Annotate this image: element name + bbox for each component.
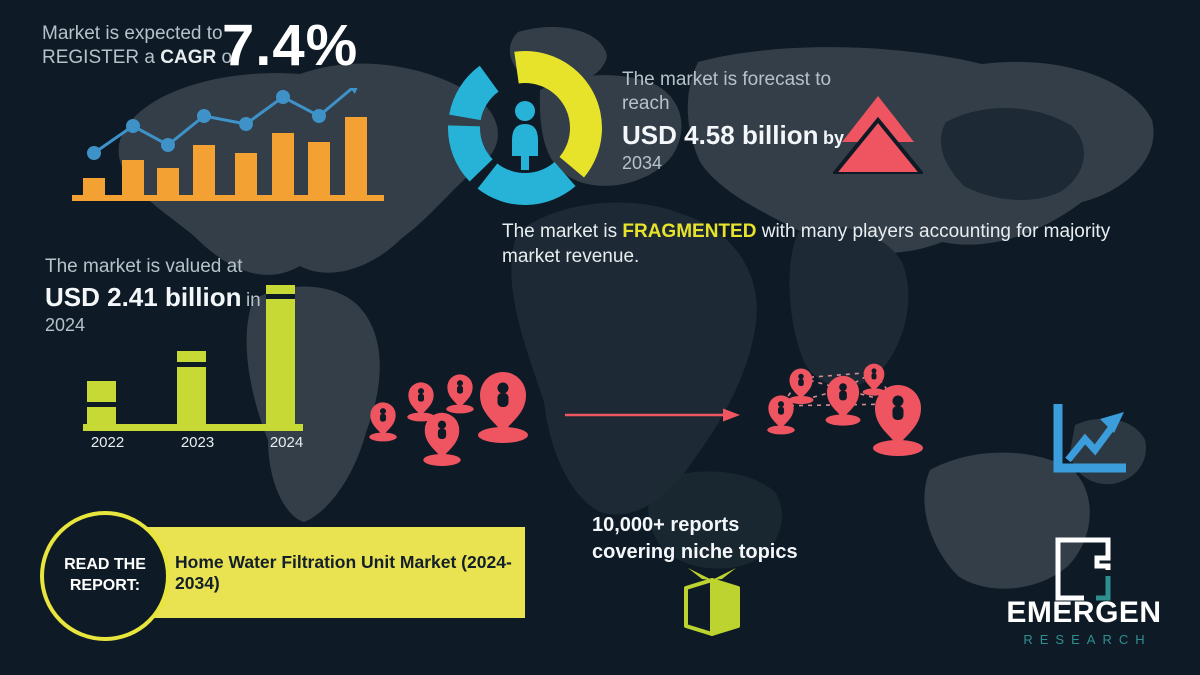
- fragmented-post: with many players accounting for majorit…: [502, 221, 1111, 267]
- read-report-button[interactable]: READ THE REPORT:: [40, 511, 170, 641]
- forecast-caption: The market is forecast to reach USD 4.58…: [622, 68, 844, 174]
- report-banner[interactable]: Home Water Filtration Unit Market (2024-…: [113, 527, 525, 618]
- book-icon: [684, 568, 740, 636]
- growth-up-arrow-icon: [833, 96, 923, 174]
- forecast-line1: The market is forecast to: [622, 69, 832, 90]
- market-share-donut-chart: [448, 51, 602, 205]
- svg-text:2023: 2023: [181, 434, 214, 450]
- report-title: Home Water Filtration Unit Market (2024-…: [175, 551, 512, 593]
- forecast-line2: reach: [622, 92, 670, 114]
- read-report-label: READ THE REPORT:: [64, 556, 146, 594]
- valued-value: USD 2.41 billion: [45, 281, 242, 312]
- cagr-bar-chart: [72, 88, 384, 201]
- reports-line1: 10,000+ reports: [592, 514, 740, 536]
- svg-text:2024: 2024: [270, 434, 303, 450]
- growth-chart-icon: [1053, 404, 1126, 473]
- cagr-caption-line1: Market is expected to: [42, 23, 223, 44]
- cagr-caption-cagr: CAGR: [160, 46, 217, 68]
- market-players-pins-illustration: [369, 363, 923, 466]
- fragmented-highlight: FRAGMENTED: [622, 221, 757, 242]
- valued-caption: The market is valued at USD 2.41 billion…: [45, 255, 261, 336]
- forecast-value: USD 4.58 billion: [622, 119, 819, 150]
- cagr-value: 7.4%: [222, 13, 359, 78]
- valued-in: in: [245, 289, 261, 311]
- reports-caption: 10,000+ reports covering niche topics: [592, 512, 798, 566]
- forecast-year: 2034: [622, 152, 663, 173]
- emergen-logo-mark[interactable]: [1052, 534, 1116, 604]
- valued-line1: The market is valued at: [45, 256, 243, 277]
- cagr-caption-line2-pre: REGISTER a: [42, 46, 161, 68]
- valued-year: 2024: [45, 314, 86, 335]
- fragmented-pre: The market is: [502, 221, 623, 242]
- logo-name[interactable]: EMERGEN: [1006, 596, 1162, 629]
- logo-subtitle: RESEARCH: [1023, 632, 1152, 647]
- cagr-caption: Market is expected to REGISTER a CAGR of: [42, 22, 237, 70]
- svg-text:2022: 2022: [91, 434, 124, 450]
- reports-line2: covering niche topics: [592, 541, 798, 563]
- market-value-bar-chart: 2022 2023 2024: [83, 285, 303, 450]
- cagr-caption-line2-post: of: [216, 46, 238, 68]
- fragmented-statement: The market is FRAGMENTED with many playe…: [502, 220, 1147, 269]
- forecast-by: by: [822, 127, 844, 148]
